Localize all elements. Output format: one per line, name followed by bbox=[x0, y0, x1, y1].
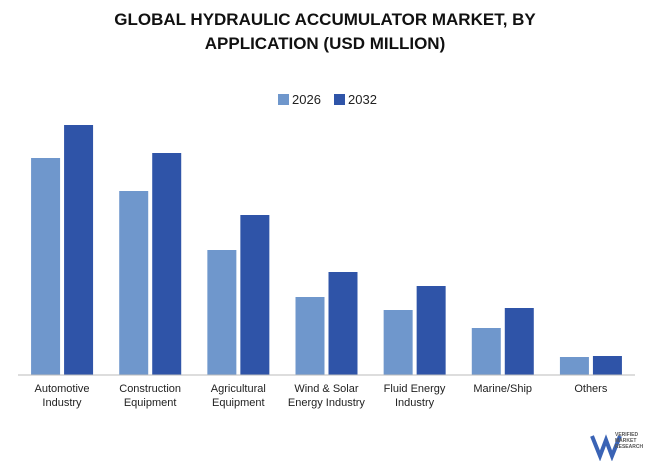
x-tick-label: Others bbox=[574, 383, 608, 395]
logo-text: VERIFIED MARKET RESEARCH bbox=[615, 432, 644, 450]
bar bbox=[295, 297, 325, 375]
bar bbox=[383, 310, 413, 375]
bar bbox=[31, 158, 61, 375]
bar bbox=[240, 215, 270, 375]
bar bbox=[119, 191, 149, 375]
bar bbox=[471, 328, 501, 375]
bar bbox=[152, 153, 182, 375]
bar bbox=[559, 357, 589, 375]
legend-swatch bbox=[278, 94, 289, 105]
x-tick-label: Wind & Solar Energy Industry bbox=[287, 383, 365, 409]
legend-label: 2032 bbox=[348, 92, 377, 107]
x-tick-label: Marine/Ship bbox=[473, 383, 533, 395]
legend-swatch bbox=[334, 94, 345, 105]
x-tick-label: Agricultural Equipment bbox=[210, 383, 266, 409]
bar bbox=[416, 286, 446, 375]
x-tick-label: Fluid Energy Industry bbox=[383, 383, 446, 409]
bar bbox=[207, 250, 237, 375]
logo-icon bbox=[590, 434, 622, 461]
bar bbox=[504, 308, 534, 375]
x-tick-label: Automotive Industry bbox=[34, 383, 90, 409]
bar bbox=[328, 272, 358, 375]
bar bbox=[64, 125, 94, 375]
legend-label: 2026 bbox=[292, 92, 321, 107]
bar bbox=[592, 356, 622, 375]
logo-mark bbox=[590, 434, 622, 461]
chart-title: GLOBAL HYDRAULIC ACCUMULATOR MARKET, BY … bbox=[114, 10, 536, 53]
x-tick-label: Construction Equipment bbox=[119, 383, 182, 409]
